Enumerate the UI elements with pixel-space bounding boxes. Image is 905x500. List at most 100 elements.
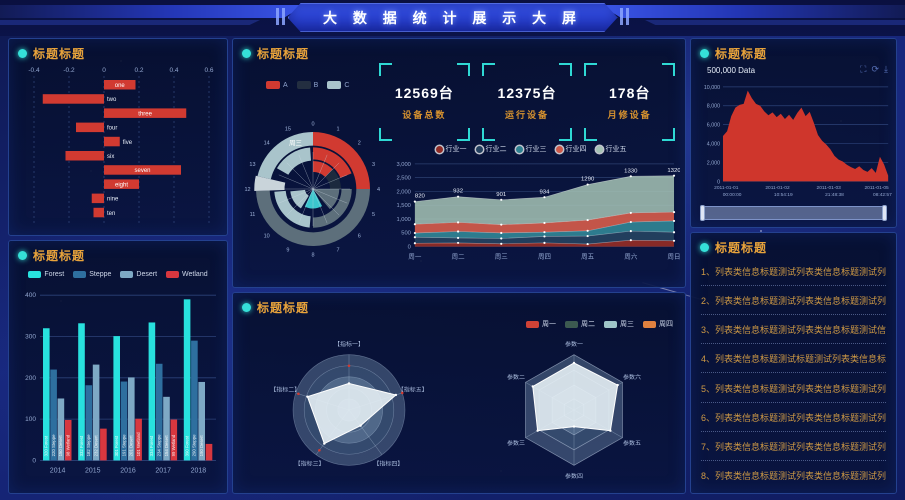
area-legend-item[interactable]: 行业二 [475,144,507,154]
datazoom-handle-right[interactable] [882,205,887,221]
title-dot-icon [242,49,251,58]
grouped-bar-legend-item[interactable]: Desert [120,271,157,278]
svg-text:4,000: 4,000 [707,141,720,147]
corner-bracket [456,128,470,141]
grouped-bar-legend-item[interactable]: Steppe [73,271,111,278]
radar-legend-label: 周三 [620,321,634,328]
datazoom-slider[interactable] [700,205,887,221]
info-list: 1、列表类信息标题测试列表类信息标题测试列表类信息标题测 2、列表类信息标题测试列… [701,261,886,489]
list-item[interactable]: 6、列表类信息标题测试列表类信息标题测试列表测试 [701,407,886,432]
header-bracket-left [276,8,285,25]
datazoom-handle-left[interactable] [700,205,705,221]
svg-text:500: 500 [401,231,411,237]
title-dot-icon [242,303,251,312]
svg-text:232 Desert: 232 Desert [93,435,98,457]
svg-text:参数四: 参数四 [565,472,583,480]
svg-text:0.4: 0.4 [169,67,178,74]
grouped-bar-legend-swatch [28,271,42,278]
svg-text:周一: 周一 [408,252,422,260]
area-legend-item[interactable]: 行业三 [515,144,547,154]
header-wing-left [0,5,305,18]
svg-text:21:48:38: 21:48:38 [825,192,844,198]
radar-legend-item[interactable]: 周四 [643,319,673,329]
radar-legend: 周一 周二 周三 周四 [526,319,673,329]
title-dot-icon [700,49,709,58]
svg-text:1: 1 [337,126,340,132]
svg-text:290 Steppe: 290 Steppe [192,434,197,457]
svg-text:15: 15 [285,126,291,132]
area-legend-item[interactable]: 行业一 [435,144,467,154]
grouped-bar-chart: 0 100 200 300 400 2014 320 Forest 220 Steppe 150… [14,285,222,489]
svg-text:0: 0 [408,245,411,251]
list-item[interactable]: 8、列表类信息标题测试列表类信息标题测试列表类标题测试 [701,470,886,481]
grouped-bar-legend-item[interactable]: Forest [28,271,64,278]
save-image-icon[interactable]: ⤓ [884,64,888,74]
svg-text:9: 9 [286,248,289,254]
svg-text:101 Wetland: 101 Wetland [136,432,141,457]
bar-negative-chart: -0.4 -0.2 0 0.2 0.4 0.6 one two three four five six… [14,63,222,231]
svg-text:参数五: 参数五 [623,439,641,447]
area-legend-item[interactable]: 行业四 [555,144,587,154]
radar-legend-item[interactable]: 周一 [526,319,556,329]
list-item[interactable]: 3、列表类信息标题测试列表类信息标题测试信息标题测试 [701,319,886,345]
svg-text:14: 14 [264,141,270,147]
rose-legend-item[interactable]: B [296,81,318,89]
svg-text:0: 0 [102,67,106,74]
list-item[interactable]: 2、列表类信息标题测试列表类信息标题测试列表间标题测试 [701,290,886,316]
column-right: 标题标题 500,000 Data ⛶ ⟳ ⤓ 0 2,000 4,000 6,000 8,… [690,38,897,494]
area-legend-label: 行业五 [605,146,627,153]
list-item[interactable]: 5、列表类信息标题测试列表类信息标题测试列表类信息标题测试 [701,378,886,403]
list-item[interactable]: 4、列表类信息标题测试标题测试列表类信息标题测试 [701,348,886,374]
svg-text:8: 8 [311,253,314,259]
radar-legend-item[interactable]: 周三 [604,319,634,329]
svg-text:6: 6 [358,233,361,239]
svg-text:301 Forest: 301 Forest [114,435,119,456]
stat-box: 12375台 运行设备 [481,63,573,141]
svg-text:one: one [115,83,126,89]
svg-text:0.6: 0.6 [204,67,213,74]
svg-text:332 Forest: 332 Forest [79,435,84,456]
area-legend-item[interactable]: 行业五 [595,144,627,154]
list-item[interactable]: 7、列表类信息标题测试列表类信息标题测试列表类信息标题测 [701,436,886,461]
svg-text:2,500: 2,500 [396,176,410,182]
svg-text:901: 901 [496,192,507,198]
stat-box: 12569台 设备总数 [379,63,470,141]
panel-title-row: 标题标题 [700,239,767,256]
rose-legend-item[interactable]: C [327,81,349,89]
svg-text:2011-01-03: 2011-01-03 [817,185,842,191]
svg-text:1,000: 1,000 [396,217,410,223]
list-item[interactable]: 1、列表类信息标题测试列表类信息标题测试列表类信息标题测 [701,261,886,286]
grouped-bar-legend-label: Forest [44,271,65,278]
dashboard-grid: 标题标题 -0.4 -0.2 0 0.2 0.4 0.6 one two three four fi… [8,38,897,494]
panel-title: 标题标题 [33,249,86,263]
rose-legend-item[interactable]: A [266,81,288,89]
restore-icon[interactable]: ⟳ [871,64,880,74]
svg-text:154 Desert: 154 Desert [164,435,169,457]
stat-value: 12569台 [394,85,454,101]
radar-legend-label: 周四 [659,321,673,328]
svg-text:5: 5 [372,212,375,218]
radar-chart-polygon: 参数一 参数六 参数五 参数四 参数三 参数二 [472,329,677,491]
grouped-bar-legend-label: Steppe [89,271,112,278]
panel-bar-negative: 标题标题 -0.4 -0.2 0 0.2 0.4 0.6 one two three four fi… [8,38,228,236]
header-subwing-left [0,20,260,25]
svg-text:8,000: 8,000 [707,104,720,110]
datazoom-icon[interactable]: ⛶ [860,64,867,74]
panel-title-row: 标题标题 [242,45,309,62]
title-dot-icon [700,243,709,252]
svg-text:参数六: 参数六 [623,373,641,381]
svg-text:0: 0 [32,457,36,464]
corner-bracket [584,128,598,141]
rose-legend-swatch [296,81,311,89]
stat-value: 12375台 [497,85,557,101]
radar-legend-item[interactable]: 周二 [565,319,595,329]
svg-text:周五: 周五 [581,252,595,260]
column-left: 标题标题 -0.4 -0.2 0 0.2 0.4 0.6 one two three four fi… [8,38,228,494]
svg-text:191 Steppe: 191 Steppe [121,434,126,457]
device-stats-row: 12569台 设备总数 12375台 运行设备 178台 月修设备 [379,63,676,141]
svg-text:10:54:19: 10:54:19 [774,192,793,198]
svg-text:周二: 周二 [452,252,466,260]
svg-text:ten: ten [107,211,115,217]
grouped-bar-legend-item[interactable]: Wetland [166,271,208,278]
